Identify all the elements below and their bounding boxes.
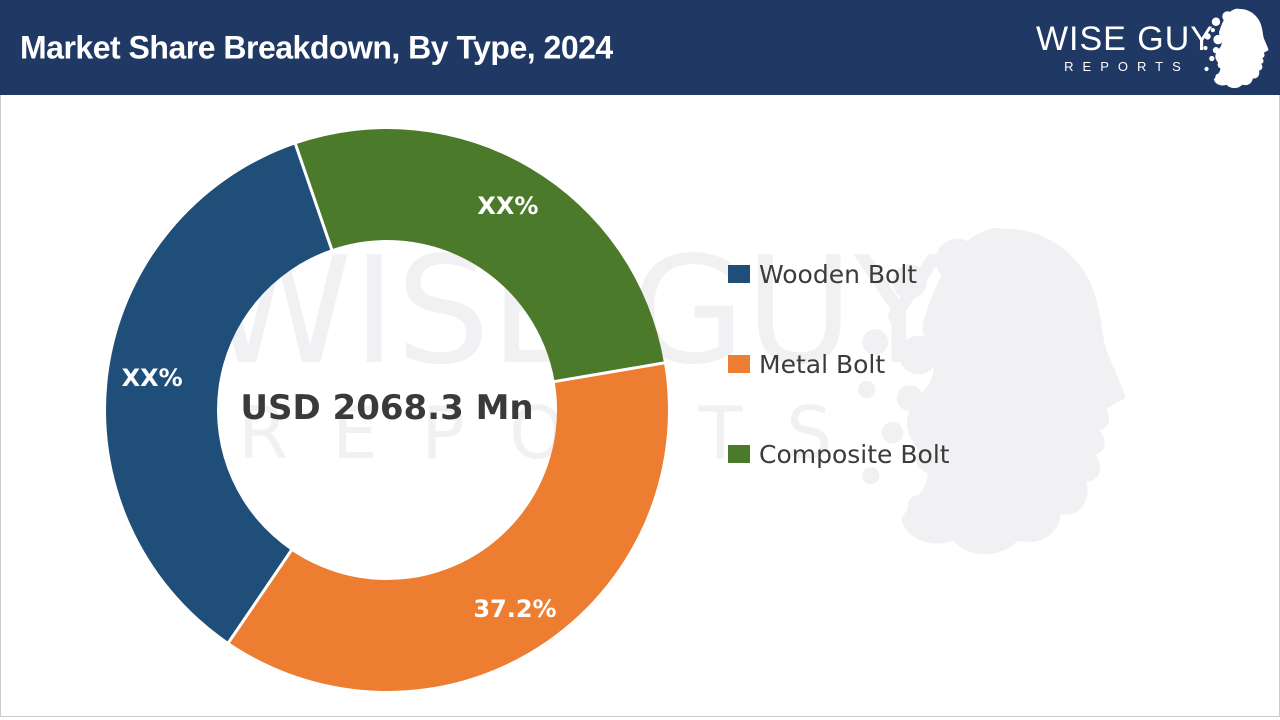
slice-label-wooden-bolt: XX%: [121, 364, 183, 393]
slice-separator: [293, 142, 334, 251]
legend-swatch-composite-bolt: [728, 445, 750, 463]
legend-label-composite-bolt: Composite Bolt: [759, 439, 950, 469]
wiseguy-logo: WISE GUY REPORTS: [1036, 5, 1274, 91]
slice-separator: [226, 548, 294, 644]
chart-legend: Wooden Bolt Metal Bolt Composite Bolt: [728, 259, 950, 529]
slice-separator: [553, 361, 666, 384]
header-bar: Market Share Breakdown, By Type, 2024 WI…: [0, 0, 1280, 95]
legend-swatch-metal-bolt: [728, 355, 750, 373]
legend-item-metal-bolt: Metal Bolt: [728, 349, 950, 379]
legend-label-wooden-bolt: Wooden Bolt: [759, 259, 918, 289]
chart-center-value: USD 2068.3 Mn: [240, 388, 534, 428]
slice-metal-bolt: [228, 362, 668, 691]
donut-slices: [105, 129, 668, 691]
slice-composite-bolt: [295, 129, 665, 382]
legend-item-composite-bolt: Composite Bolt: [728, 439, 950, 469]
slice-label-metal-bolt: 37.2%: [473, 595, 557, 624]
logo-wordmark-line1: WISE GUY: [1035, 19, 1214, 58]
logo-wordmark-line2: REPORTS: [1064, 59, 1190, 75]
page-title: Market Share Breakdown, By Type, 2024: [20, 29, 613, 65]
donut-svg: [105, 129, 668, 691]
legend-label-metal-bolt: Metal Bolt: [759, 349, 886, 379]
legend-swatch-wooden-bolt: [728, 265, 750, 283]
slice-label-composite-bolt: XX%: [477, 192, 539, 221]
slice-wooden-bolt: [105, 144, 332, 643]
logo-wordmark: WISE GUY REPORTS: [1035, 19, 1214, 75]
donut-separators: [226, 142, 666, 644]
legend-item-wooden-bolt: Wooden Bolt: [728, 259, 950, 289]
